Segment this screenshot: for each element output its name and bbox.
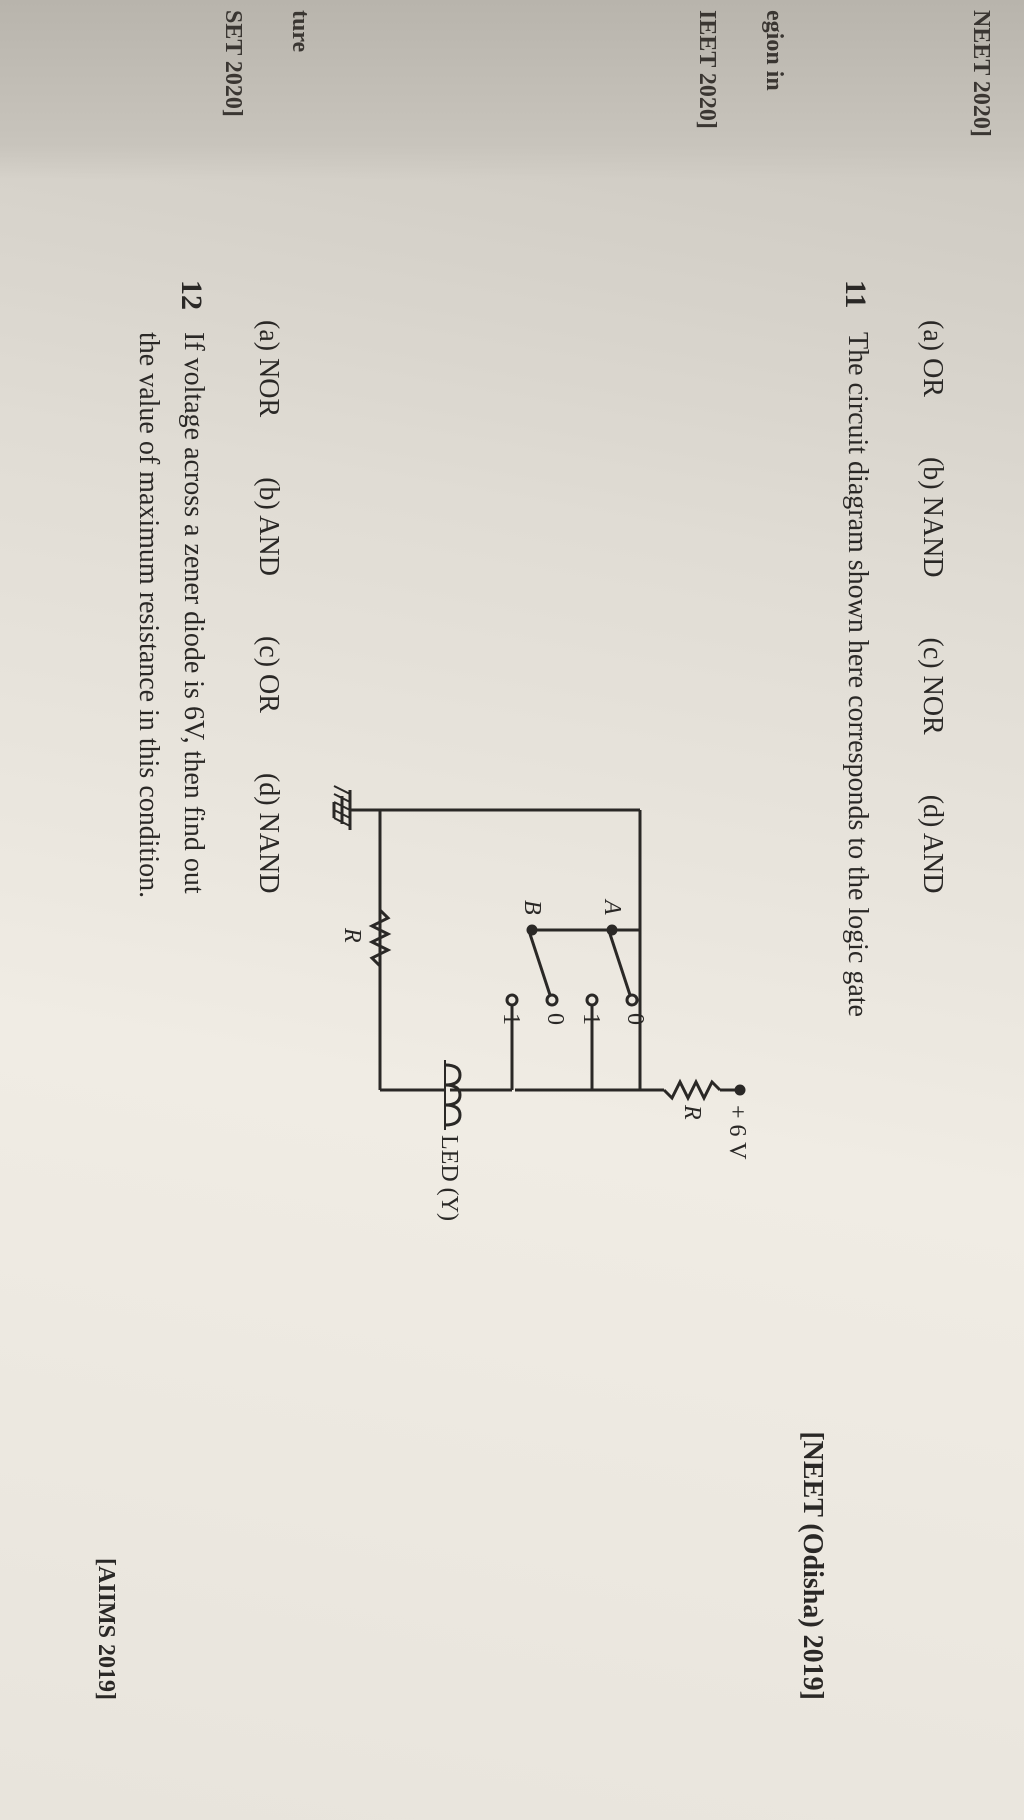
pos-0b: 0 [542, 1013, 568, 1025]
pos-0a: 0 [622, 1013, 648, 1025]
circuit-diagram: + 6 V R A 0 1 B 0 1 LED (Y) R [320, 710, 760, 1290]
voltage-label: + 6 V [724, 1105, 750, 1160]
margin-tag: SET 2020] [219, 10, 246, 170]
question-number: 11 [831, 280, 879, 320]
option-d: (d) AND [909, 795, 954, 894]
margin-tag: IEET 2020] [693, 10, 720, 170]
option-b: (b) AND [245, 477, 290, 576]
margin-tag: ture [286, 10, 313, 170]
question-text: If voltage across a zener diode is 6V, t… [87, 332, 215, 1720]
pos-1a: 1 [578, 1013, 604, 1025]
option-c: (c) NOR [909, 638, 954, 735]
q12-text-line2: the value of maximum resistance in this … [133, 332, 164, 898]
q12-text-line1: If voltage across a zener diode is 6V, t… [178, 332, 209, 894]
led-label: LED (Y) [436, 1135, 462, 1221]
source-tag: [AIIMS 2019] [87, 332, 125, 1700]
pos-1b: 1 [498, 1013, 524, 1025]
margin-tag: egion in [760, 10, 787, 170]
option-d: (d) NAND [245, 773, 290, 894]
q11-options: (a) NOR (b) AND (c) OR (d) NAND [245, 320, 290, 1720]
option-b: (b) NAND [909, 457, 954, 578]
option-a: (a) OR [909, 320, 954, 397]
left-margin-column: NEET 2020] egion in IEET 2020] ture SET … [0, 0, 1024, 180]
question-number: 12 [167, 280, 215, 320]
switch-a-label: A [599, 898, 625, 915]
main-content: (a) OR (b) NAND (c) NOR (d) AND 11 The c… [47, 240, 984, 1760]
resistor-bottom-label: R [339, 927, 365, 943]
option-c: (c) OR [245, 636, 290, 713]
question-text: The circuit diagram shown here correspon… [790, 332, 880, 1720]
q10-options: (a) OR (b) NAND (c) NOR (d) AND [909, 320, 954, 1720]
question-12: 12 If voltage across a zener diode is 6V… [87, 280, 215, 1720]
circuit-diagram-container: + 6 V R A 0 1 B 0 1 LED (Y) R [320, 280, 760, 1720]
question-11: 11 The circuit diagram shown here corres… [790, 280, 880, 1720]
page-wrapper: NEET 2020] egion in IEET 2020] ture SET … [0, 0, 1024, 1820]
source-tag: [NEET (Odisha) 2019] [790, 332, 835, 1700]
option-a: (a) NOR [245, 320, 290, 417]
margin-tag: NEET 2020] [967, 10, 994, 170]
resistor-top-label: R [679, 1104, 705, 1120]
q11-text: The circuit diagram shown here correspon… [842, 332, 873, 1017]
switch-b-label: B [519, 900, 545, 915]
